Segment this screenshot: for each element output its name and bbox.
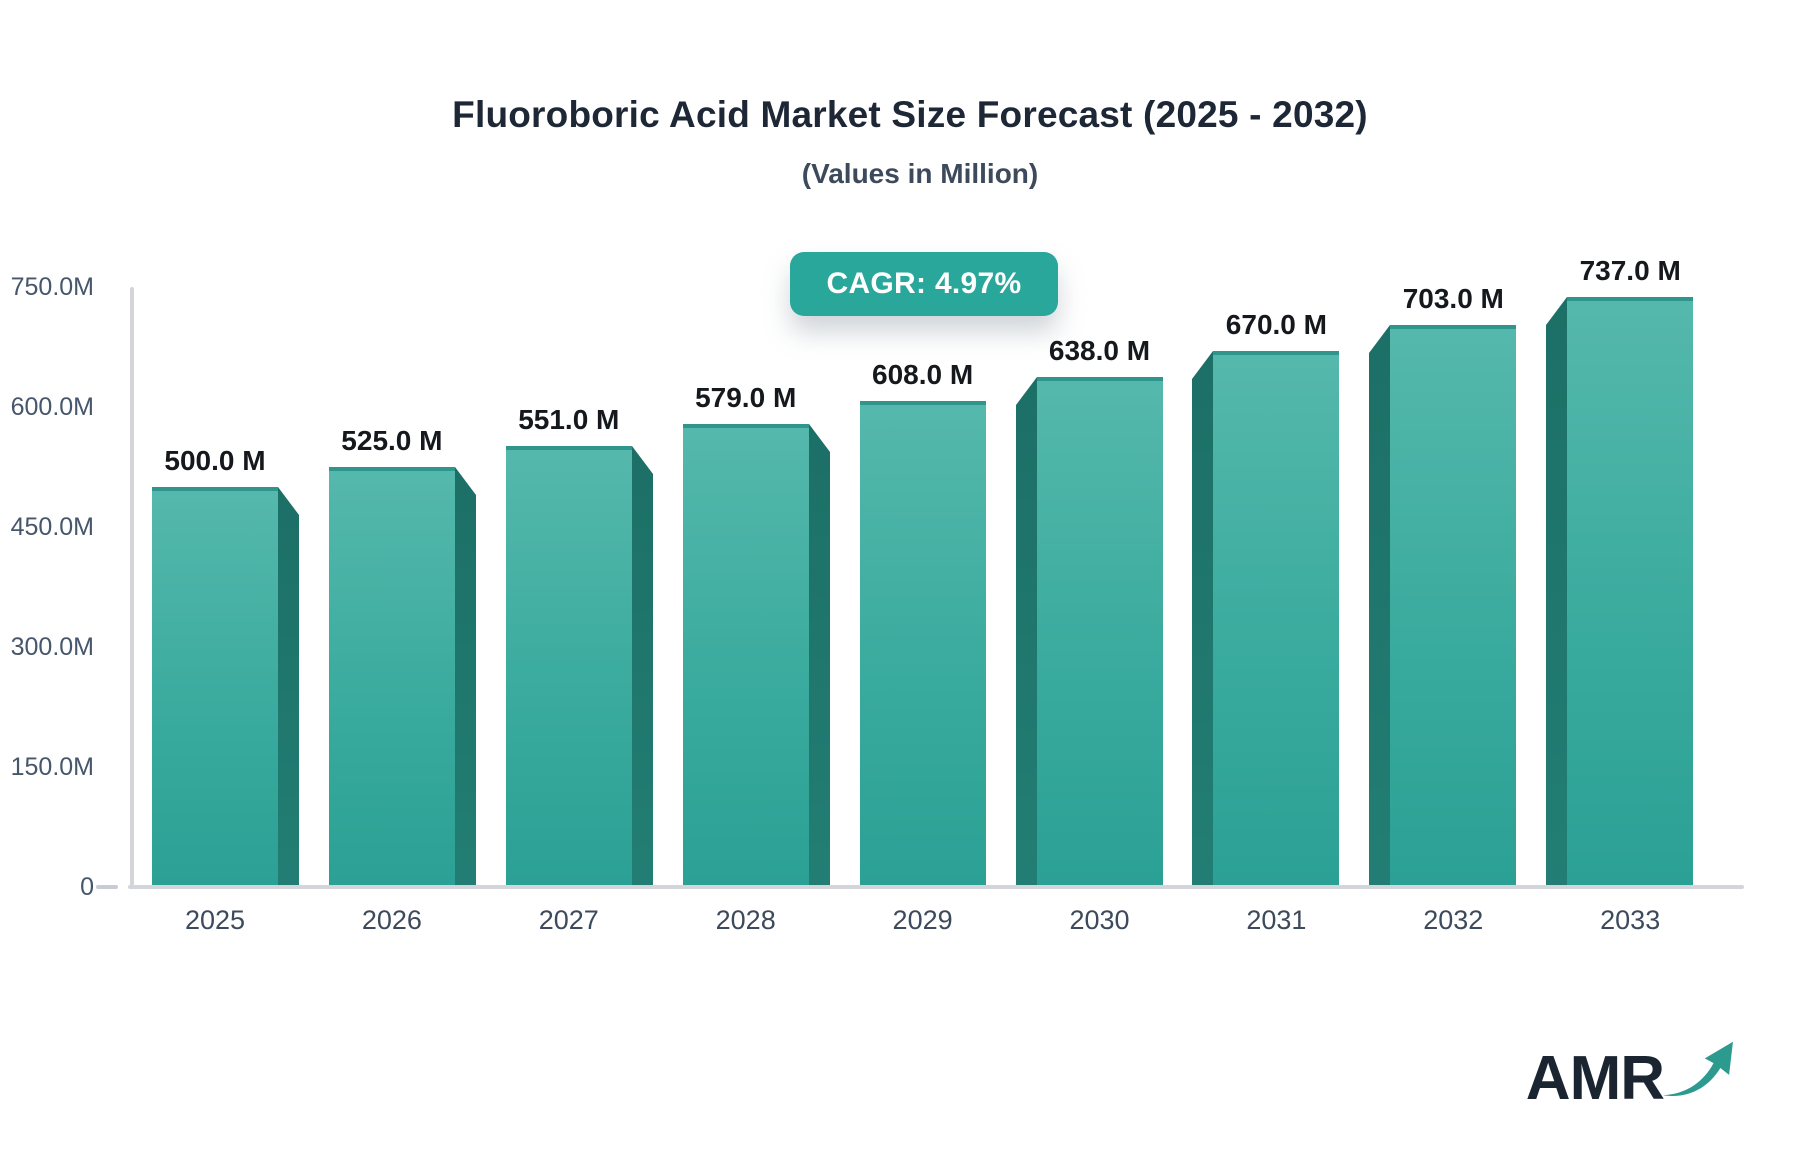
x-tick-label: 2028 bbox=[715, 905, 776, 935]
zero-tick-mark bbox=[96, 885, 118, 889]
bar-2031 bbox=[1213, 351, 1339, 887]
y-tick-label: 600.0M bbox=[10, 393, 94, 421]
brand-logo-text: AMR bbox=[1525, 1044, 1665, 1113]
bar-3d-side bbox=[809, 424, 830, 887]
x-tick-label: 2033 bbox=[1600, 905, 1661, 935]
bar-3d-side bbox=[278, 487, 299, 887]
bar-value-label: 500.0 M bbox=[164, 445, 266, 476]
bar-value-label: 670.0 M bbox=[1225, 309, 1327, 340]
bar-2030 bbox=[1037, 377, 1163, 887]
x-tick-label: 2026 bbox=[361, 905, 422, 935]
bar-value-label: 608.0 M bbox=[872, 359, 974, 390]
y-tick-label: 750.0M bbox=[10, 273, 94, 301]
x-tick-label: 2027 bbox=[538, 905, 599, 935]
growth-arrow-icon bbox=[1658, 1035, 1738, 1108]
x-tick-label: 2030 bbox=[1069, 905, 1130, 935]
bar-3d-side bbox=[632, 446, 653, 887]
bar-2025 bbox=[152, 487, 278, 887]
cagr-badge-label: CAGR: 4.97% bbox=[826, 267, 1022, 300]
bar-2028 bbox=[683, 424, 809, 887]
y-axis-line bbox=[130, 287, 134, 889]
chart-subtitle: (Values in Million) bbox=[801, 158, 1039, 189]
y-tick-label: 0 bbox=[80, 873, 94, 901]
brand-logo: AMR bbox=[1526, 1035, 1738, 1110]
bar-2026 bbox=[329, 467, 455, 887]
chart-title: Fluoroboric Acid Market Size Forecast (2… bbox=[452, 94, 1368, 135]
bar-value-label: 638.0 M bbox=[1048, 335, 1151, 366]
x-tick-label: 2029 bbox=[892, 905, 953, 935]
cagr-badge: CAGR: 4.97% bbox=[790, 252, 1058, 316]
bar-value-label: 703.0 M bbox=[1402, 283, 1504, 314]
x-tick-label: 2032 bbox=[1423, 905, 1484, 935]
x-tick-label: 2025 bbox=[184, 905, 246, 935]
bar-2029 bbox=[860, 401, 986, 887]
bar-2032 bbox=[1390, 325, 1516, 887]
bar-2033 bbox=[1567, 297, 1693, 887]
bar-3d-side bbox=[455, 467, 476, 887]
y-tick-label: 300.0M bbox=[10, 633, 94, 661]
y-tick-label: 150.0M bbox=[10, 753, 94, 781]
bar-3d-side bbox=[1192, 351, 1213, 887]
bar-3d-side bbox=[1546, 297, 1567, 887]
y-tick-label: 450.0M bbox=[10, 513, 94, 541]
x-axis-line bbox=[128, 885, 1744, 889]
bar-3d-side bbox=[1016, 377, 1037, 887]
bar-value-label: 551.0 M bbox=[518, 404, 620, 435]
bar-value-label: 525.0 M bbox=[341, 425, 443, 456]
bar-3d-side bbox=[1369, 325, 1390, 887]
bar-value-label: 737.0 M bbox=[1579, 255, 1681, 286]
x-tick-label: 2031 bbox=[1246, 905, 1307, 935]
bar-2027 bbox=[506, 446, 632, 887]
bar-value-label: 579.0 M bbox=[695, 382, 797, 413]
